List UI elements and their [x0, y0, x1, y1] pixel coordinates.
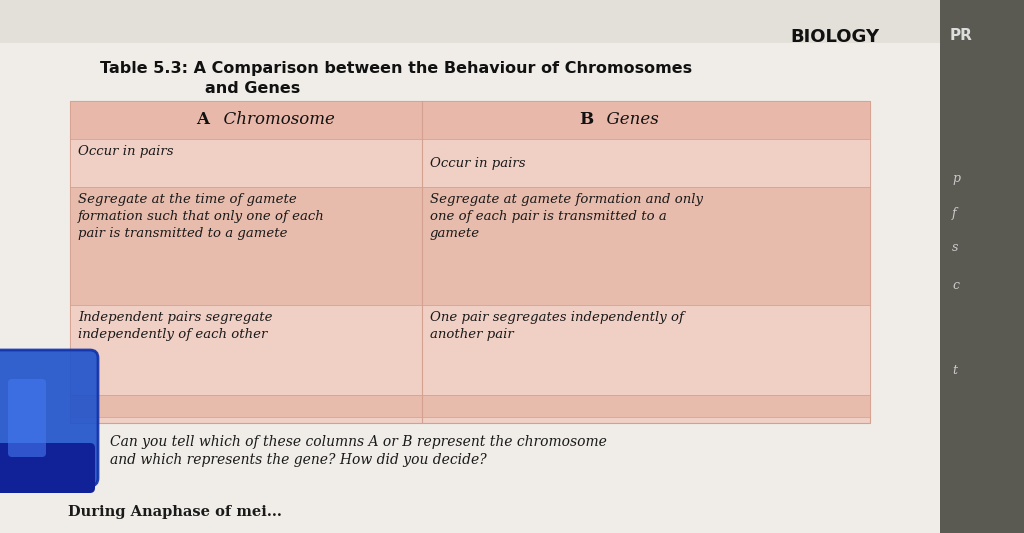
Text: B: B [579, 111, 593, 128]
Text: BIOLOGY: BIOLOGY [790, 28, 880, 46]
Text: Can you tell which of these columns A or B represent the chromosome
and which re: Can you tell which of these columns A or… [110, 435, 607, 467]
Text: Occur in pairs: Occur in pairs [78, 145, 173, 158]
Bar [70, 305, 870, 395]
Bar [70, 187, 870, 305]
Bar [0, 0, 120, 63]
Text: Genes: Genes [596, 111, 658, 128]
Text: During Anaphase of mei...: During Anaphase of mei... [68, 505, 282, 519]
Text: s: s [952, 241, 958, 254]
Text: Segregate at the time of gamete
formation such that only one of each
pair is tra: Segregate at the time of gamete formatio… [78, 193, 325, 240]
Text: Occur in pairs: Occur in pairs [430, 157, 525, 170]
Text: Table 5.3: A Comparison between the Behaviour of Chromosomes: Table 5.3: A Comparison between the Beha… [100, 61, 692, 76]
Text: f: f [952, 207, 956, 220]
FancyBboxPatch shape [0, 350, 98, 486]
Text: Segregate at gamete formation and only
one of each pair is transmitted to a
game: Segregate at gamete formation and only o… [430, 193, 703, 240]
Text: p: p [952, 172, 961, 185]
Bar [70, 395, 870, 417]
Bar [0, 0, 940, 43]
Bar [70, 139, 870, 187]
Text: and Genes: and Genes [205, 81, 300, 96]
Text: PR: PR [950, 28, 973, 43]
FancyBboxPatch shape [8, 379, 46, 457]
Bar [70, 101, 870, 139]
Bar [70, 101, 870, 423]
Text: Independent pairs segregate
independently of each other: Independent pairs segregate independentl… [78, 311, 272, 341]
FancyBboxPatch shape [0, 443, 95, 493]
Text: t: t [952, 364, 957, 377]
Bar [940, 0, 1024, 533]
Text: c: c [952, 279, 959, 292]
Text: One pair segregates independently of
another pair: One pair segregates independently of ano… [430, 311, 684, 341]
Text: A: A [196, 111, 209, 128]
Text: Chromosome: Chromosome [213, 111, 335, 128]
